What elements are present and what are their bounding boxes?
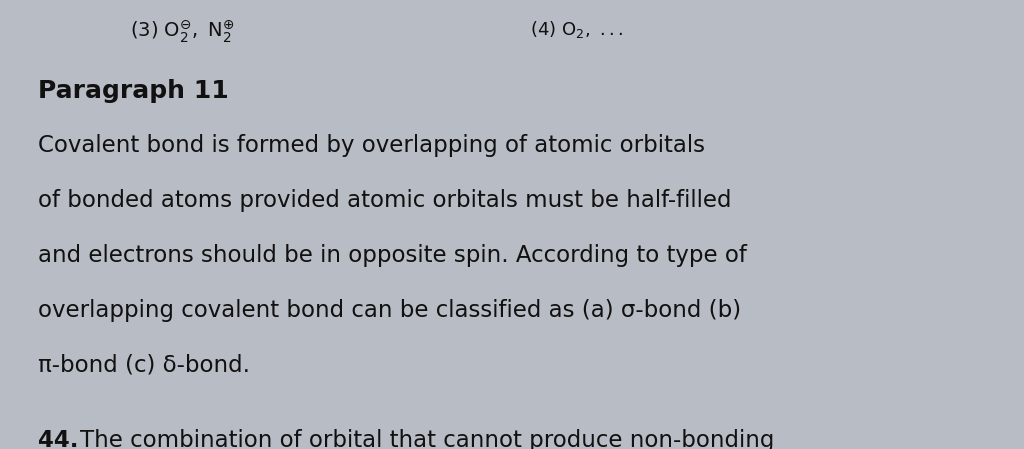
Text: Paragraph 11: Paragraph 11 [38, 79, 228, 103]
Text: π-bond (c) δ-bond.: π-bond (c) δ-bond. [38, 354, 250, 377]
Text: Covalent bond is formed by overlapping of atomic orbitals: Covalent bond is formed by overlapping o… [38, 134, 705, 157]
Text: The combination of orbital that cannot produce non-bonding: The combination of orbital that cannot p… [80, 429, 774, 449]
Text: overlapping covalent bond can be classified as (a) σ-bond (b): overlapping covalent bond can be classif… [38, 299, 741, 322]
Text: 44.: 44. [38, 429, 79, 449]
Text: $(3)\ \mathrm{O}_2^{\ominus},\ \mathrm{N}_2^{\oplus}$: $(3)\ \mathrm{O}_2^{\ominus},\ \mathrm{N… [130, 19, 234, 45]
Text: and electrons should be in opposite spin. According to type of: and electrons should be in opposite spin… [38, 244, 746, 267]
Text: $(4)\ \mathrm{O}_{2},\ ...$: $(4)\ \mathrm{O}_{2},\ ...$ [530, 19, 624, 40]
Text: of bonded atoms provided atomic orbitals must be half-filled: of bonded atoms provided atomic orbitals… [38, 189, 731, 212]
